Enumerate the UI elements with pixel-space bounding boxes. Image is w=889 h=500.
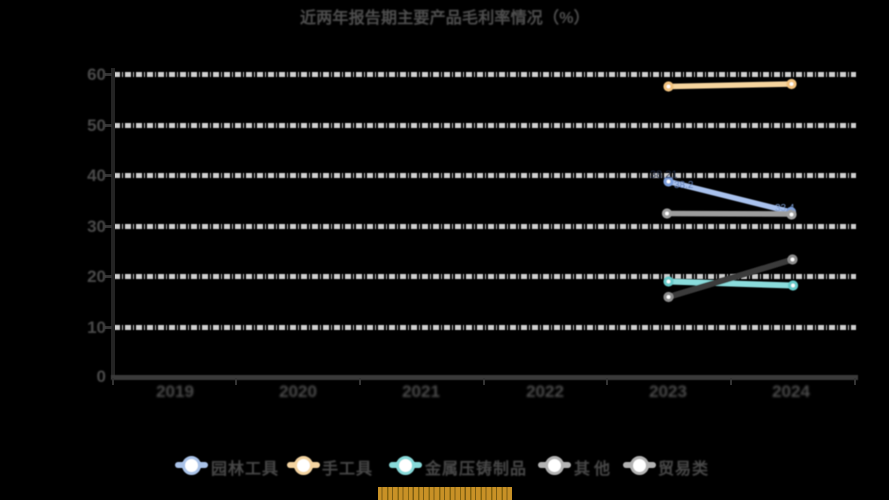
svg-text:33.4: 33.4 (775, 203, 795, 214)
svg-text:38.21: 38.21 (650, 169, 678, 181)
svg-text:38.2: 38.2 (674, 180, 694, 191)
